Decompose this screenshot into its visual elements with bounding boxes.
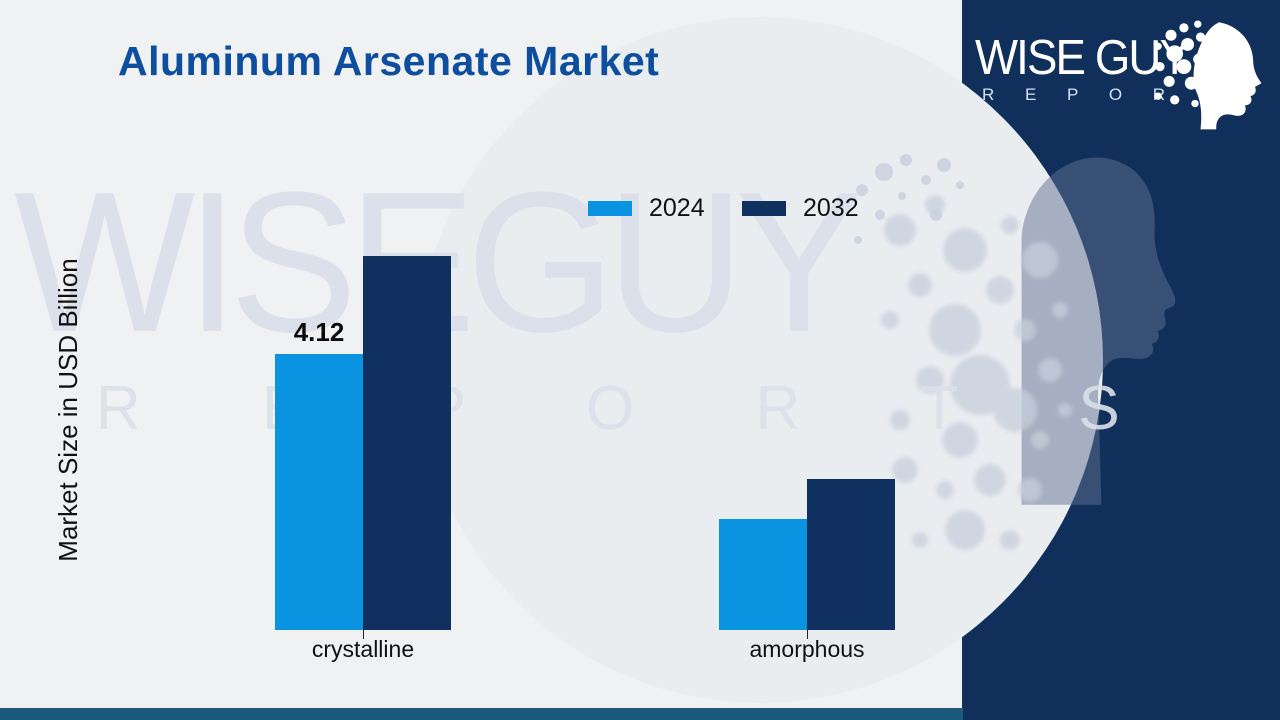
footer-accent-bar <box>0 708 963 720</box>
category-label-amorphous: amorphous <box>749 636 865 662</box>
bar-value-label: 4.12 <box>293 317 345 347</box>
legend-label-2032: 2032 <box>803 194 859 222</box>
x-axis-tick-amorphous <box>807 630 808 639</box>
logo-reports-text: R E P O R T S <box>982 85 1261 104</box>
scatter-dots-pattern <box>854 154 964 244</box>
head-circle <box>417 17 1103 703</box>
brain-dots-pattern <box>881 195 1072 550</box>
legend-label-2024: 2024 <box>649 194 705 222</box>
watermark-reports-text: R E P O R T S <box>96 374 1172 443</box>
bar-crystalline-2024 <box>275 354 363 630</box>
y-axis-label: Market Size in USD Billion <box>53 258 83 562</box>
legend-swatch-2024 <box>588 201 632 216</box>
bar-crystalline-2032 <box>363 256 451 630</box>
x-axis-tick-crystalline <box>363 630 364 639</box>
bar-amorphous-2032 <box>807 479 895 630</box>
wiseguy-logo: WISE GUY R E P O R T S <box>975 32 1261 105</box>
category-label-crystalline: crystalline <box>311 636 415 662</box>
logo-brand-text: WISE GUY <box>975 31 1190 85</box>
face-profile-silhouette <box>1021 157 1176 505</box>
bar-amorphous-2024 <box>719 519 807 630</box>
logo-head-icon <box>1154 20 1262 130</box>
legend-item-2024: 2024 <box>588 194 705 223</box>
legend-item-2032: 2032 <box>742 194 859 223</box>
chart-title: Aluminum Arsenate Market <box>118 38 660 84</box>
legend-swatch-2032 <box>742 201 786 216</box>
